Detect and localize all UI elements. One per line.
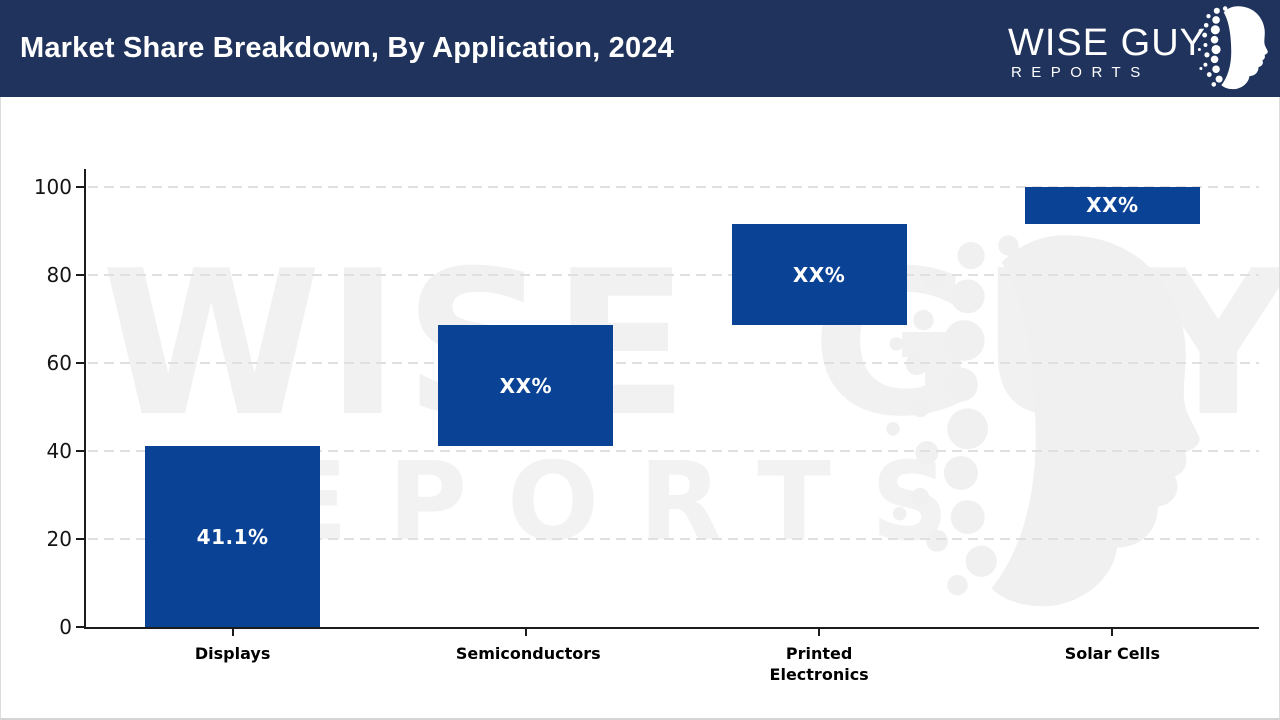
x-axis-label-3: Printed Electronics (769, 644, 869, 684)
bar-value-label: XX% (1086, 193, 1139, 218)
grid-line-80 (88, 274, 1259, 276)
y-tick-40 (76, 450, 84, 452)
x-tick-1 (231, 629, 234, 636)
page-title: Market Share Breakdown, By Application, … (20, 32, 674, 64)
bar-value-label: XX% (792, 262, 846, 287)
y-axis (84, 169, 86, 629)
y-tick-label-80: 80 (46, 263, 72, 287)
logo-wordmark-line1: WISE GUY (1007, 21, 1206, 64)
y-tick-label-20: 20 (46, 527, 72, 551)
grid-line-100 (88, 186, 1259, 188)
y-tick-0 (76, 626, 84, 628)
y-tick-label-100: 100 (33, 175, 72, 199)
y-tick-60 (76, 362, 84, 364)
bar-value-label: 41.1% (196, 524, 269, 549)
grid-line-40 (88, 450, 1259, 452)
wiseguy-head-icon (1197, 6, 1268, 90)
x-tick-4 (1111, 629, 1114, 636)
y-tick-100 (76, 186, 84, 188)
grid-line-60 (88, 362, 1259, 364)
logo-wordmark-line2: REPORTS (1010, 63, 1150, 81)
header: Market Share Breakdown, By Application, … (0, 0, 1280, 97)
x-axis-label-4: Solar Cells (1064, 644, 1161, 663)
bar-value-label: XX% (499, 373, 553, 398)
x-axis-label-2: Semiconductors (455, 644, 601, 663)
y-tick-label-40: 40 (46, 439, 72, 463)
x-tick-3 (818, 629, 821, 636)
x-axis (84, 627, 1259, 629)
x-tick-2 (524, 629, 527, 636)
y-tick-label-0: 0 (59, 615, 72, 639)
bar-printed-electronics: XX% (731, 223, 907, 326)
bar-semiconductors: XX% (438, 325, 614, 447)
chart-canvas: WISE GUY REPORTS 0 20 40 60 80 100 41.1% Displa… (0, 97, 1280, 720)
bar-displays: 41.1% (145, 446, 321, 627)
grid-line-20 (88, 538, 1259, 540)
y-tick-label-60: 60 (46, 351, 72, 375)
y-tick-80 (76, 274, 84, 276)
bar-solar-cells: XX% (1024, 187, 1200, 224)
y-tick-20 (76, 538, 84, 540)
brand-logo: WISE GUY REPORTS (1008, 4, 1270, 92)
waterfall-chart: 0 20 40 60 80 100 41.1% Displays XX% Semiconducto… (1, 97, 1279, 718)
x-axis-label-1: Displays (194, 644, 271, 663)
logo-wordmark: WISE GUY REPORTS (1008, 24, 1206, 81)
